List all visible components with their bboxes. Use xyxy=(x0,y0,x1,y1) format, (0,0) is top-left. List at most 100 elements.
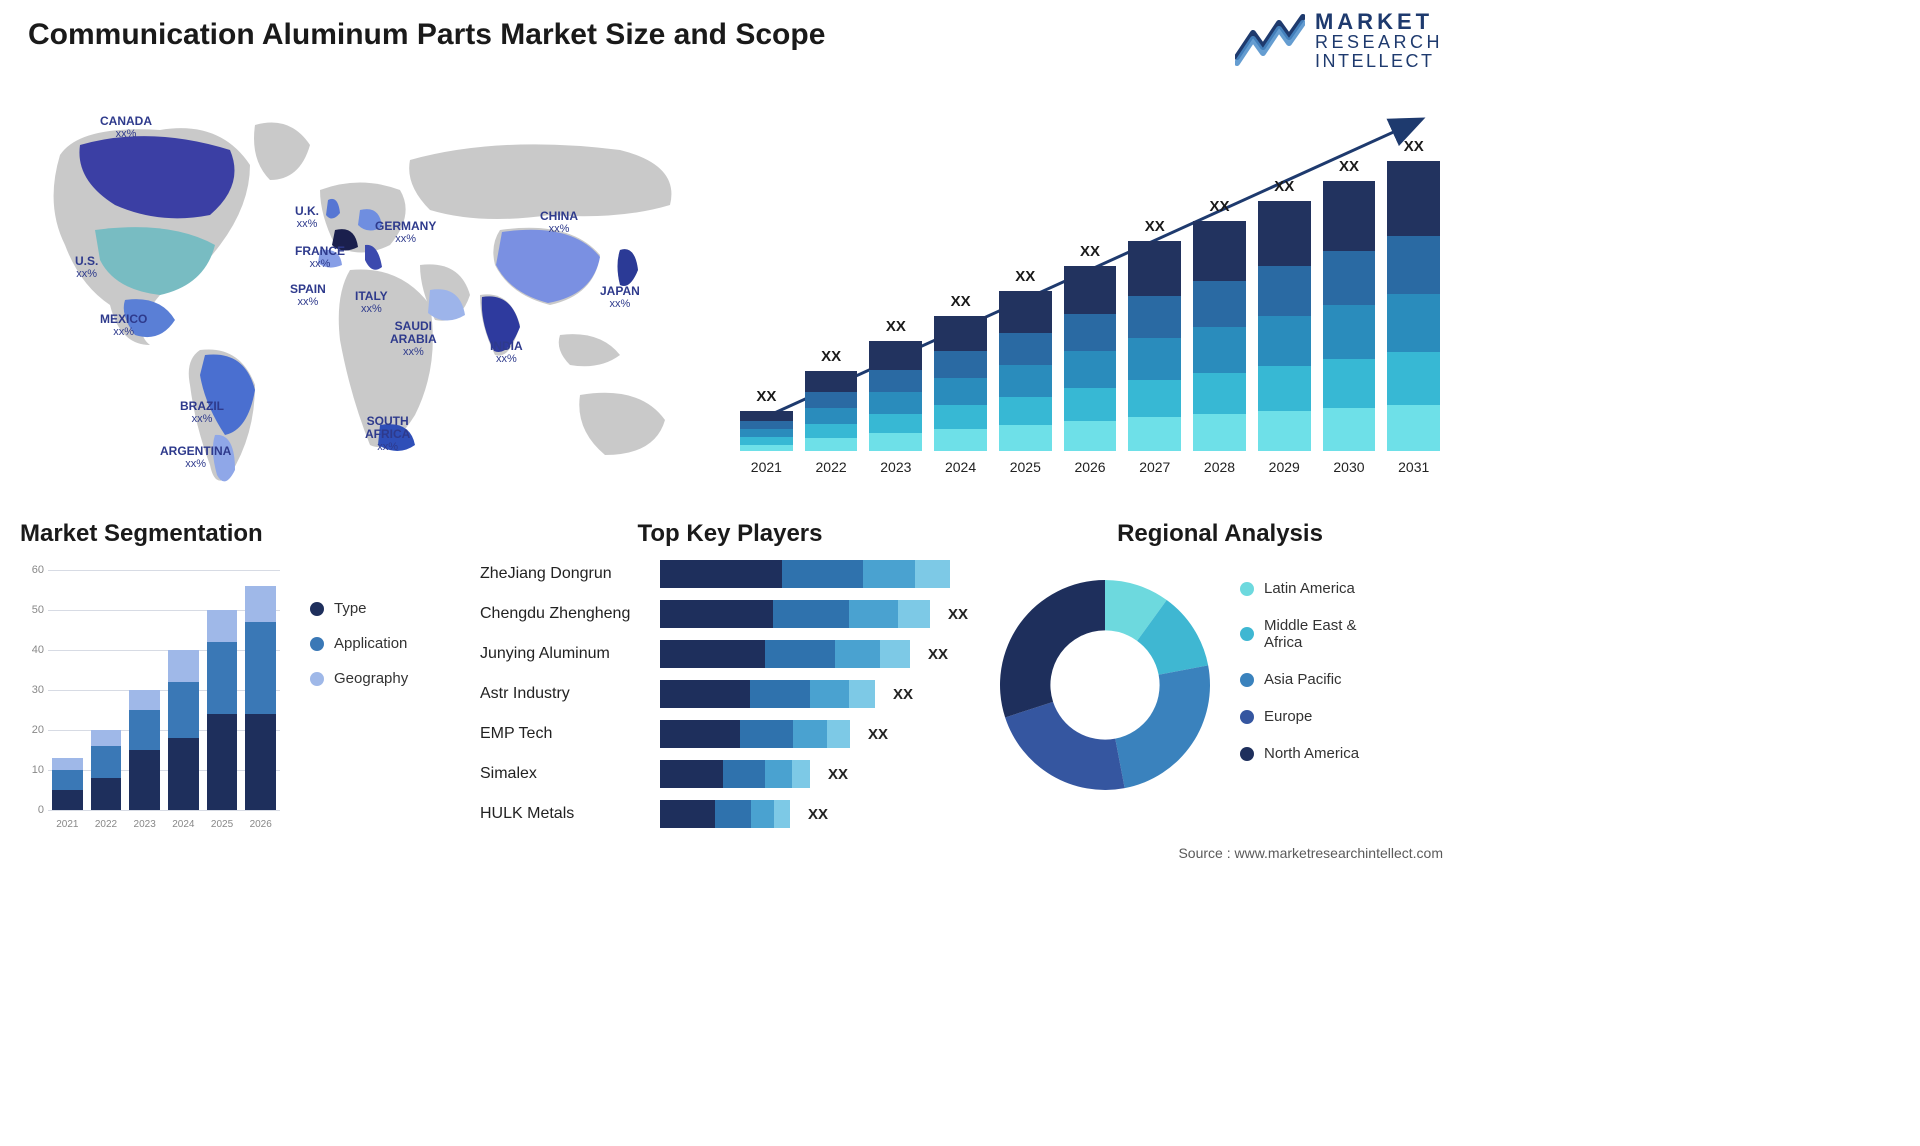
player-name: Simalex xyxy=(480,765,650,783)
map-label: JAPANxx% xyxy=(600,285,640,310)
growth-bar-value: XX xyxy=(951,293,971,310)
logo-text-3: INTELLECT xyxy=(1315,52,1443,71)
growth-bar-value: XX xyxy=(1404,138,1424,155)
regional-donut-chart xyxy=(990,570,1220,800)
logo-text-1: MARKET xyxy=(1315,10,1443,33)
growth-bar-value: XX xyxy=(886,318,906,335)
growth-bar: XX xyxy=(999,268,1052,451)
map-label: ARGENTINAxx% xyxy=(160,445,231,470)
seg-year-label: 2025 xyxy=(207,819,238,830)
player-row: HULK Metals XX xyxy=(480,798,980,830)
logo-text-2: RESEARCH xyxy=(1315,33,1443,52)
logo-mark-icon xyxy=(1235,13,1305,67)
player-value: XX xyxy=(948,606,968,623)
player-row: Junying AluminumXX xyxy=(480,638,980,670)
growth-year-label: 2025 xyxy=(999,459,1052,475)
legend-item: Latin America xyxy=(1240,580,1359,597)
growth-bar-value: XX xyxy=(1145,218,1165,235)
brand-logo: MARKET RESEARCH INTELLECT xyxy=(1235,10,1443,71)
segmentation-title: Market Segmentation xyxy=(20,520,440,548)
growth-bar-value: XX xyxy=(756,388,776,405)
growth-bar: XX xyxy=(934,293,987,451)
map-label: INDIAxx% xyxy=(490,340,523,365)
player-name: ZheJiang Dongrun xyxy=(480,565,650,583)
growth-bar-value: XX xyxy=(1080,243,1100,260)
growth-year-label: 2024 xyxy=(934,459,987,475)
donut-slice xyxy=(1000,580,1105,717)
player-name: HULK Metals xyxy=(480,805,650,823)
growth-chart: XX XX XX XX XX XX XX XX XX XX XX 2021 2022 2023 2024 2… xyxy=(740,95,1440,475)
growth-year-label: 2030 xyxy=(1323,459,1376,475)
player-value: XX xyxy=(808,806,828,823)
growth-bar: XX xyxy=(1193,198,1246,451)
growth-year-label: 2029 xyxy=(1258,459,1311,475)
growth-year-label: 2021 xyxy=(740,459,793,475)
player-value: XX xyxy=(828,766,848,783)
seg-bar xyxy=(168,650,199,810)
seg-bar xyxy=(207,610,238,810)
map-label: GERMANYxx% xyxy=(375,220,436,245)
growth-bar: XX xyxy=(1258,178,1311,451)
legend-item: Type xyxy=(310,600,408,617)
seg-year-label: 2021 xyxy=(52,819,83,830)
donut-slice xyxy=(1115,665,1210,788)
player-name: Astr Industry xyxy=(480,685,650,703)
growth-bar: XX xyxy=(740,388,793,451)
growth-year-label: 2023 xyxy=(869,459,922,475)
player-name: Chengdu Zhengheng xyxy=(480,605,650,623)
seg-bar xyxy=(52,758,83,810)
key-players-panel: Top Key Players ZheJiang Dongrun Chengdu … xyxy=(480,520,980,830)
map-label: U.K.xx% xyxy=(295,205,319,230)
growth-year-label: 2028 xyxy=(1193,459,1246,475)
donut-slice xyxy=(1005,702,1125,790)
growth-bar-value: XX xyxy=(1339,158,1359,175)
legend-item: Application xyxy=(310,635,408,652)
map-label: CANADAxx% xyxy=(100,115,152,140)
legend-item: Geography xyxy=(310,670,408,687)
growth-bar: XX xyxy=(1323,158,1376,451)
player-value: XX xyxy=(868,726,888,743)
player-row: EMP Tech XX xyxy=(480,718,980,750)
map-label: ITALYxx% xyxy=(355,290,388,315)
legend-item: North America xyxy=(1240,745,1359,762)
map-label: FRANCExx% xyxy=(295,245,345,270)
map-label: BRAZILxx% xyxy=(180,400,224,425)
player-name: Junying Aluminum xyxy=(480,645,650,663)
map-label: CHINAxx% xyxy=(540,210,578,235)
segmentation-chart: 0102030405060 202120222023202420252026 xyxy=(20,570,280,830)
map-label: SAUDIARABIAxx% xyxy=(390,320,437,358)
player-row: Simalex XX xyxy=(480,758,980,790)
player-name: EMP Tech xyxy=(480,725,650,743)
growth-year-label: 2031 xyxy=(1387,459,1440,475)
player-value: XX xyxy=(893,686,913,703)
growth-bar: XX xyxy=(1387,138,1440,451)
seg-bar xyxy=(91,730,122,810)
growth-bar: XX xyxy=(869,318,922,451)
growth-bar-value: XX xyxy=(821,348,841,365)
seg-year-label: 2026 xyxy=(245,819,276,830)
map-label: SPAINxx% xyxy=(290,283,326,308)
growth-bar: XX xyxy=(805,348,858,451)
regional-title: Regional Analysis xyxy=(990,520,1450,548)
map-label: MEXICOxx% xyxy=(100,313,147,338)
growth-bar-value: XX xyxy=(1210,198,1230,215)
legend-item: Asia Pacific xyxy=(1240,671,1359,688)
growth-year-label: 2027 xyxy=(1128,459,1181,475)
player-row: Chengdu Zhengheng XX xyxy=(480,598,980,630)
world-map-panel: CANADAxx%U.S.xx%MEXICOxx%BRAZILxx%ARGENT… xyxy=(20,95,700,495)
source-label: Source : www.marketresearchintellect.com xyxy=(1178,845,1443,861)
seg-bar xyxy=(129,690,160,810)
segmentation-legend: Type Application Geography xyxy=(310,600,408,687)
growth-bar: XX xyxy=(1064,243,1117,451)
players-title: Top Key Players xyxy=(480,520,980,548)
growth-bar-value: XX xyxy=(1274,178,1294,195)
page-title: Communication Aluminum Parts Market Size… xyxy=(28,18,825,52)
regional-panel: Regional Analysis Latin AmericaMiddle Ea… xyxy=(990,520,1450,548)
legend-item: Europe xyxy=(1240,708,1359,725)
seg-bar xyxy=(245,586,276,810)
growth-year-label: 2022 xyxy=(805,459,858,475)
segmentation-panel: Market Segmentation 0102030405060 202120… xyxy=(20,520,440,548)
seg-year-label: 2023 xyxy=(129,819,160,830)
growth-bar-value: XX xyxy=(1015,268,1035,285)
player-row: ZheJiang Dongrun xyxy=(480,558,980,590)
